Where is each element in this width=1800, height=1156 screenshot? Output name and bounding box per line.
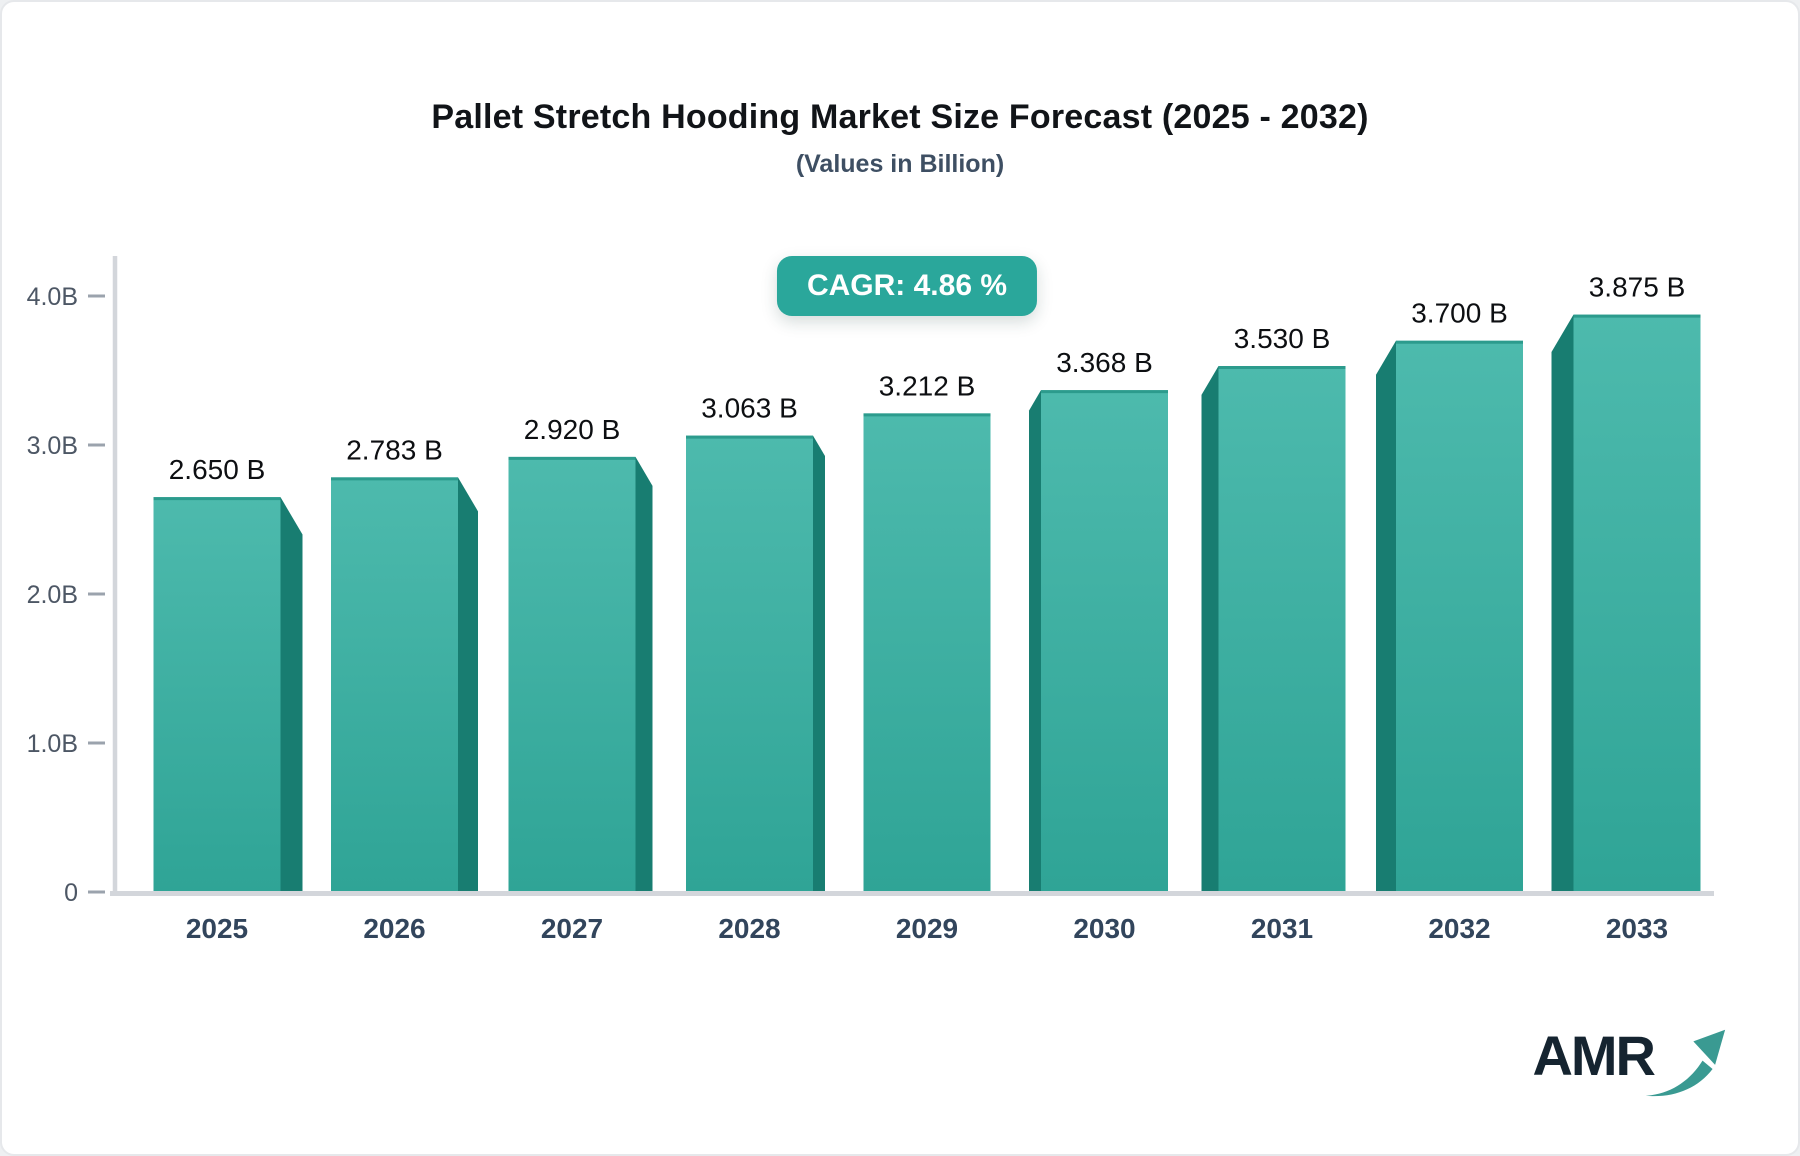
bar-side-face [1029, 390, 1041, 892]
chart-subtitle: (Values in Billion) [795, 150, 1005, 178]
bar-side-face [1376, 340, 1396, 892]
y-tick-label: 1.0B [27, 730, 78, 758]
bar-value-label: 3.700 B [1411, 298, 1508, 329]
bar-side-face [458, 477, 478, 892]
x-tick-label: 2028 [718, 913, 780, 944]
chart-title: Pallet Stretch Hooding Market Size Forec… [431, 98, 1369, 136]
bar-value-label: 2.783 B [346, 434, 443, 465]
bar-side-face [813, 435, 825, 892]
bar-value-label: 3.530 B [1234, 323, 1331, 354]
x-tick-label: 2033 [1606, 913, 1668, 944]
bar-value-label: 3.368 B [1056, 347, 1153, 378]
bar-value-label: 3.875 B [1589, 272, 1686, 303]
x-tick-label: 2026 [363, 913, 425, 944]
amr-logo-text: AMR [1532, 1024, 1656, 1087]
bar [1396, 340, 1523, 892]
amr-logo: AMR [1532, 1028, 1736, 1106]
x-tick-label: 2027 [541, 913, 603, 944]
cagr-badge: CAGR: 4.86 % [776, 256, 1038, 316]
bar [1041, 390, 1168, 892]
bar [1218, 366, 1346, 892]
y-tick-label: 2.0B [27, 581, 78, 609]
bar-value-label: 3.063 B [701, 393, 798, 424]
x-tick-label: 2025 [186, 913, 248, 944]
y-tick-label: 3.0B [27, 432, 78, 460]
bar [331, 477, 458, 892]
bar-side-face [1551, 314, 1574, 892]
bar-value-label: 2.650 B [169, 454, 266, 485]
x-tick-label: 2031 [1251, 913, 1313, 944]
bar [1573, 314, 1701, 892]
y-tick-label: 0 [64, 879, 78, 907]
bar [863, 413, 991, 892]
bar-side-face [635, 456, 653, 892]
bar-side-face [1201, 366, 1219, 892]
bar [508, 456, 636, 892]
growth-arrow-icon [1645, 1029, 1726, 1097]
x-tick-label: 2032 [1428, 913, 1490, 944]
x-tick-label: 2029 [896, 913, 958, 944]
bar [686, 435, 813, 892]
y-tick-label: 4.0B [27, 283, 78, 311]
bar-value-label: 3.212 B [879, 370, 976, 401]
x-tick-label: 2030 [1073, 913, 1135, 944]
bar [153, 497, 281, 892]
bar-side-face [280, 497, 303, 892]
bar-value-label: 2.920 B [524, 414, 621, 445]
